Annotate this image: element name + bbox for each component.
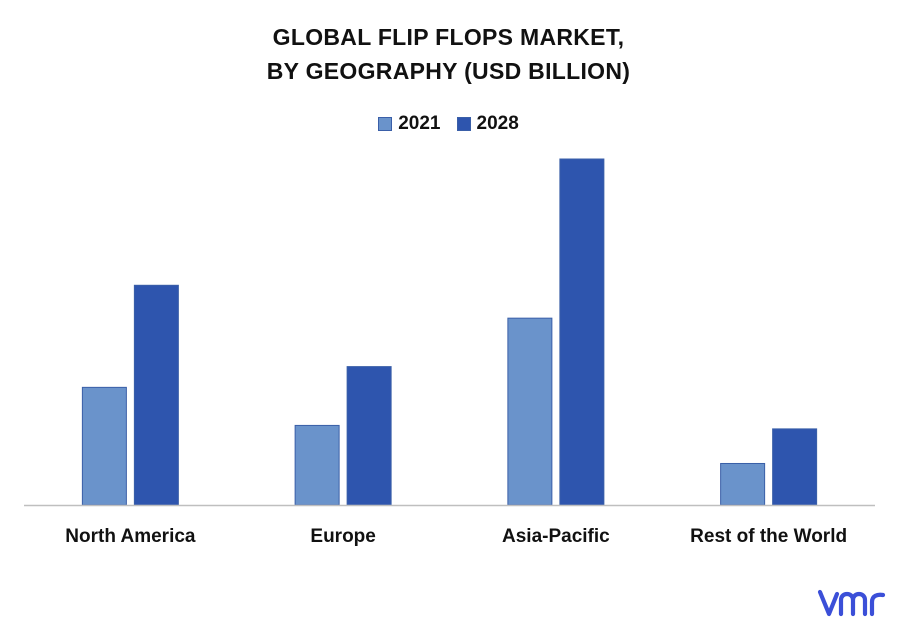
chart-title-line-2: BY GEOGRAPHY (USD BILLION): [266, 58, 631, 84]
bar-2028-rest-of-the-world: [772, 428, 818, 506]
chart-legend: 2021 2028: [0, 112, 897, 136]
vmr-logo-icon: [817, 589, 886, 617]
legend-swatch-2021: [378, 117, 393, 131]
bar-2028-asia-pacific: [559, 158, 605, 506]
bar-2021-europe: [294, 424, 340, 506]
category-label: Asia-Pacific: [502, 526, 610, 547]
chart-title-line-1: GLOBAL FLIP FLOPS MARKET,: [272, 24, 625, 50]
legend-swatch-2028: [456, 117, 471, 131]
bar-2021-asia-pacific: [507, 317, 553, 506]
category-label: North America: [65, 526, 196, 547]
chart-title: GLOBAL FLIP FLOPS MARKET, BY GEOGRAPHY (…: [0, 20, 897, 88]
legend-label-2028: 2028: [476, 113, 519, 134]
legend-label-2021: 2021: [398, 113, 441, 134]
category-label: Rest of the World: [690, 526, 847, 547]
bar-2021-rest-of-the-world: [720, 462, 766, 506]
bar-2021-north-america: [81, 386, 127, 506]
bar-2028-north-america: [133, 284, 179, 506]
bar-2028-europe: [346, 366, 392, 506]
category-label: Europe: [310, 526, 375, 547]
legend-item-2021: 2021: [378, 112, 441, 136]
legend-item-2028: 2028: [456, 112, 519, 136]
